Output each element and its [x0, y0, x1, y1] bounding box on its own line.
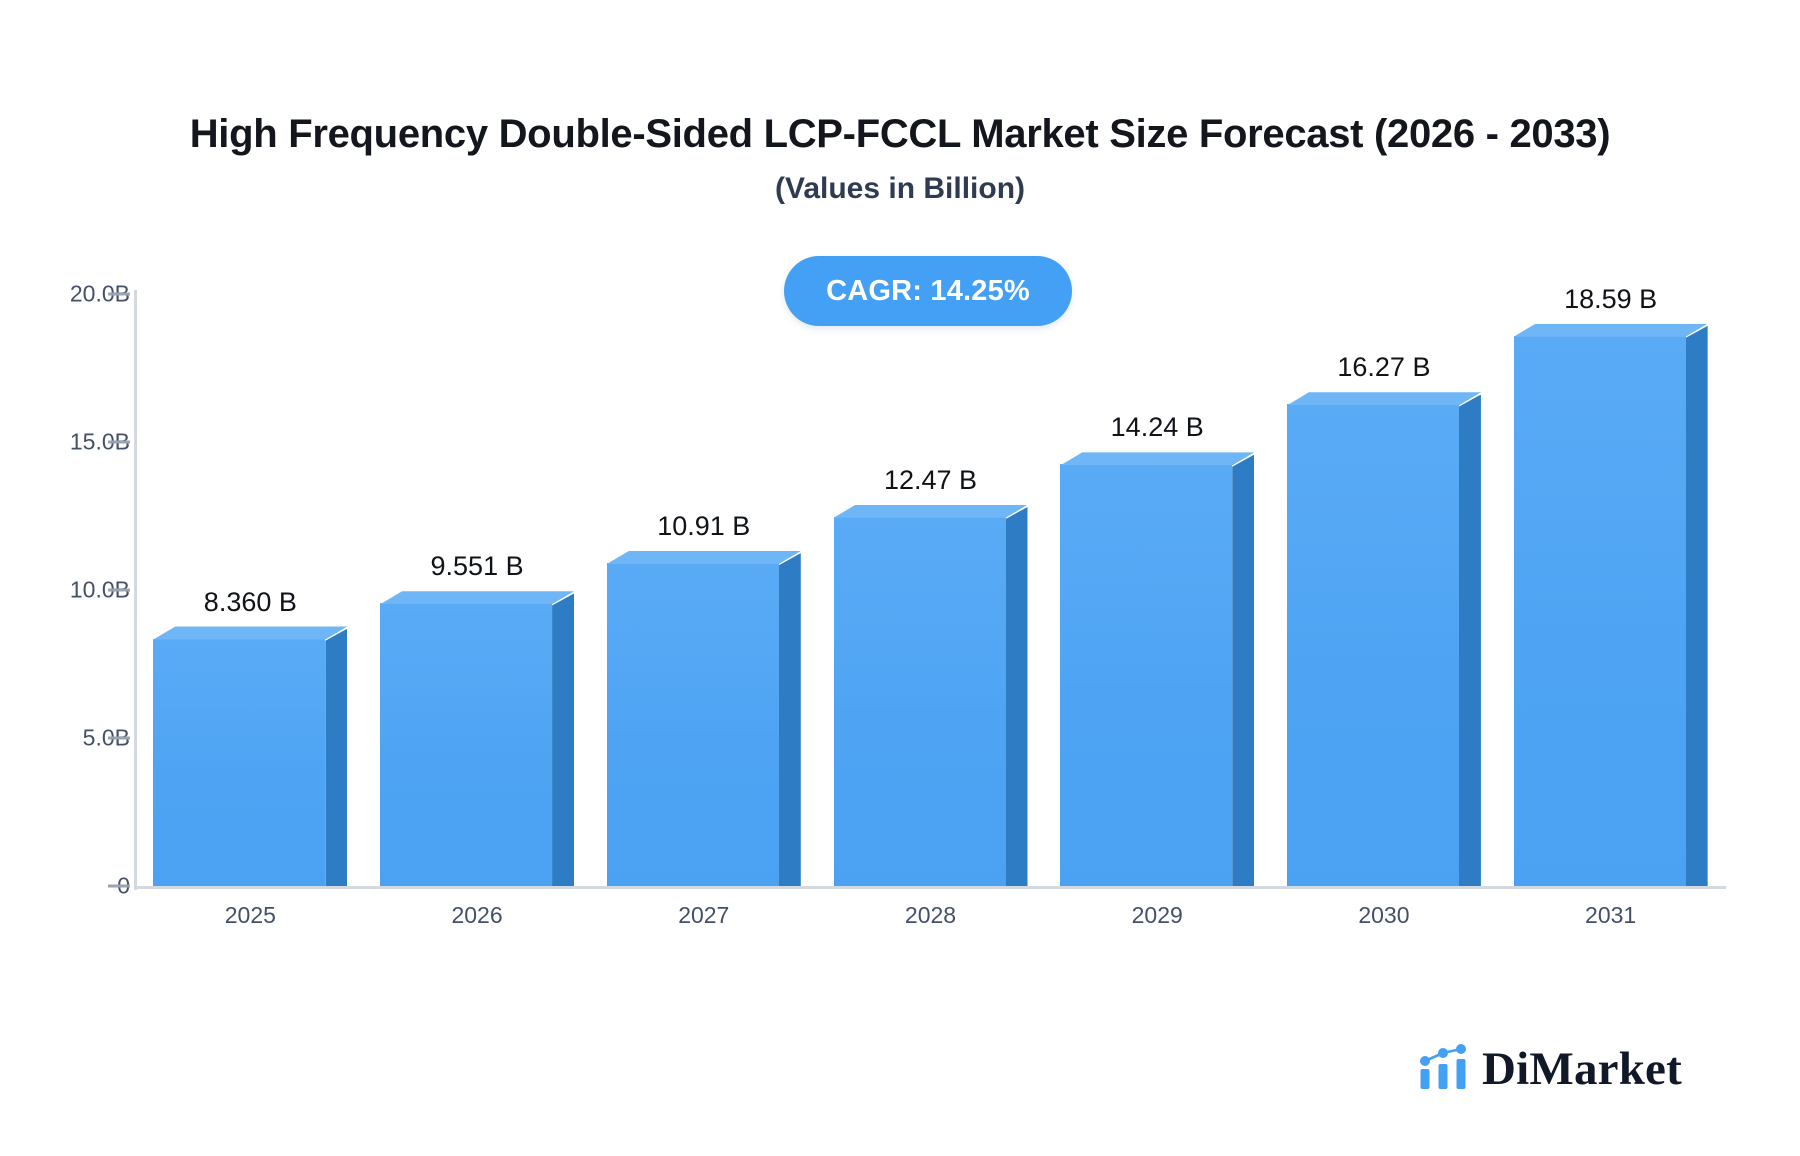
bar-value-label: 10.91 B — [657, 511, 751, 542]
chart-subtitle: (Values in Billion) — [774, 172, 1026, 205]
bar-front-face — [380, 603, 553, 886]
x-axis-line — [134, 886, 1726, 889]
bar-side-face — [1005, 506, 1028, 886]
bar-2028 — [833, 504, 1028, 886]
x-axis-tick-label: 2031 — [1585, 902, 1637, 928]
y-axis-line — [134, 290, 137, 890]
bar-side-face — [1685, 325, 1708, 886]
bar-top-face — [1513, 323, 1708, 337]
bar-top-face — [833, 504, 1028, 518]
y-axis-tick-mark — [108, 292, 130, 296]
bar-side-face — [325, 628, 348, 886]
y-axis-tick-mark — [108, 884, 130, 888]
y-axis-tick-mark — [108, 588, 130, 592]
y-axis-tick-mark — [108, 440, 130, 444]
bar-2030 — [1286, 392, 1481, 886]
x-axis-tick-label: 2025 — [224, 902, 276, 928]
x-axis-tick-label: 2030 — [1358, 902, 1410, 928]
bar-front-face — [153, 638, 326, 886]
bar-front-face — [606, 563, 779, 886]
bar-top-face — [1286, 392, 1481, 406]
bar-front-face — [1513, 335, 1686, 886]
cagr-label: CAGR: 14.25% — [826, 274, 1030, 307]
bar-front-face — [1286, 404, 1459, 886]
bar-value-label: 16.27 B — [1337, 352, 1431, 383]
bar-top-face — [153, 626, 348, 640]
bar-side-face — [778, 553, 801, 886]
bar-front-face — [833, 516, 1006, 886]
brand-name: DiMarket — [1482, 1043, 1682, 1095]
x-axis-tick-label: 2026 — [451, 902, 503, 928]
bar-side-face — [552, 593, 575, 886]
cagr-badge: CAGR: 14.25% — [784, 256, 1072, 326]
bar-side-face — [1458, 394, 1481, 886]
x-axis-tick-label: 2029 — [1131, 902, 1183, 928]
bar-front-face — [1060, 464, 1233, 886]
bar-2026 — [380, 591, 575, 886]
bar-value-label: 9.551 B — [430, 551, 524, 582]
bar-2029 — [1060, 452, 1255, 886]
bar-value-label: 18.59 B — [1564, 283, 1658, 314]
bar-2027 — [606, 550, 801, 886]
bar-top-face — [1060, 452, 1255, 466]
y-axis-tick-mark — [108, 736, 130, 740]
brand-logo: DiMarket — [1418, 1042, 1682, 1096]
bar-chart-icon — [1418, 1043, 1470, 1095]
bar-top-face — [380, 591, 575, 605]
bar-value-label: 12.47 B — [883, 464, 978, 495]
bar-top-face — [606, 550, 801, 565]
page-title: High Frequency Double-Sided LCP-FCCL Mar… — [189, 112, 1611, 156]
bar-2025 — [153, 626, 348, 886]
bar-2031 — [1513, 323, 1708, 886]
bar-value-label: 8.360 B — [203, 586, 297, 617]
x-axis-tick-label: 2027 — [678, 902, 730, 928]
bar-value-label: 14.24 B — [1110, 412, 1204, 443]
bar-side-face — [1232, 454, 1255, 886]
x-axis-tick-label: 2028 — [904, 902, 957, 928]
